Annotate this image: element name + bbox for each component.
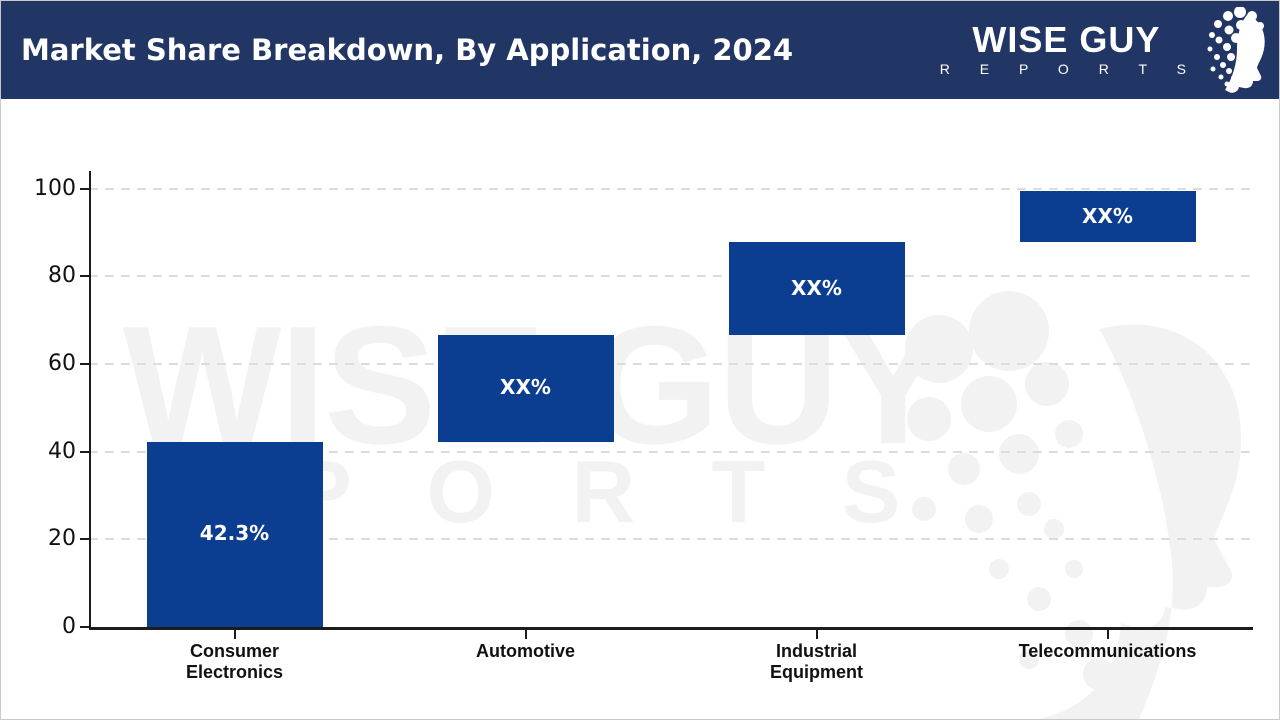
x-tick-mark-2	[524, 630, 527, 639]
bar-value-label: XX%	[500, 375, 551, 400]
y-tick-label-80: 80	[48, 263, 76, 289]
x-tick-mark-3	[815, 630, 818, 639]
watermark-subtitle: P O R T S	[293, 442, 927, 541]
x-axis-spine	[89, 627, 1253, 630]
header: Market Share Breakdown, By Application, …	[1, 1, 1279, 99]
bar-industrial-equipment: XX%	[728, 242, 905, 335]
y-tick-mark-60	[80, 362, 89, 365]
y-tick-label-40: 40	[48, 438, 76, 464]
bar-value-label: XX%	[1082, 203, 1133, 228]
watermark-head-icon	[905, 291, 1242, 719]
logo-wordmark: WISE GUY	[972, 19, 1161, 60]
y-axis-spine	[89, 171, 91, 629]
y-tick-label-0: 0	[62, 614, 76, 639]
wiseguy-logo: WISE GUY R E P O R T S	[940, 7, 1267, 95]
wiseguy-head-icon	[1207, 7, 1265, 93]
y-tick-mark-20	[80, 538, 89, 541]
bar-telecommunications: XX%	[1019, 190, 1196, 243]
x-category-label: Consumer Electronics	[185, 641, 284, 682]
gridline-80	[89, 275, 1253, 278]
x-category-label: Automotive	[476, 641, 575, 661]
bar-automotive: XX%	[437, 334, 614, 442]
x-category-label: Telecommunications	[1018, 641, 1197, 661]
bar-value-label: XX%	[791, 275, 842, 300]
gridline-20	[89, 538, 1253, 541]
bar-value-label: 42.3%	[199, 521, 270, 546]
gridline-60	[89, 362, 1253, 365]
page-title: Market Share Breakdown, By Application, …	[21, 33, 794, 67]
x-category-label: Industrial Equipment	[770, 641, 863, 682]
wiseguy-logo-text: WISE GUY R E P O R T S	[934, 19, 1199, 78]
y-tick-mark-80	[80, 275, 89, 278]
y-tick-label-60: 60	[48, 350, 76, 376]
x-tick-mark-4	[1106, 630, 1109, 639]
gridline-40	[89, 450, 1253, 453]
logo-subtitle: R E P O R T S	[939, 61, 1199, 77]
y-tick-mark-40	[80, 450, 89, 453]
x-tick-mark-1	[233, 630, 236, 639]
y-tick-label-20: 20	[48, 526, 76, 552]
y-tick-label-100: 100	[34, 175, 76, 201]
gridline-100	[89, 187, 1253, 190]
y-tick-mark-100	[80, 187, 89, 190]
y-tick-mark-0	[80, 626, 89, 628]
bar-consumer-electronics: 42.3%	[146, 441, 323, 627]
